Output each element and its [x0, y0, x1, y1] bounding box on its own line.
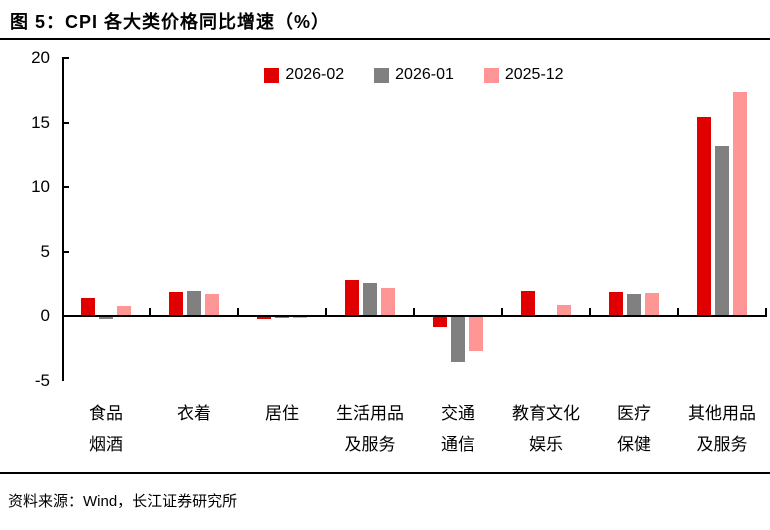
bar-2025-12 [205, 294, 219, 317]
x-axis-tick [237, 308, 239, 318]
legend-item: 2026-02 [264, 66, 344, 84]
bar-2025-12 [469, 316, 483, 352]
x-axis-label: 其他用品 及服务 [688, 404, 756, 454]
bottom-divider [0, 472, 770, 474]
title-divider [0, 38, 770, 40]
legend-item: 2026-01 [374, 66, 454, 84]
y-axis-tick-label: 5 [40, 241, 50, 261]
bar-2026-01 [187, 290, 201, 317]
x-axis-label: 食品 烟酒 [89, 404, 123, 454]
x-axis-tick [677, 308, 679, 318]
legend-color-icon [483, 67, 499, 83]
bar-2026-01 [627, 294, 641, 317]
legend-color-icon [264, 67, 280, 83]
x-axis-label: 医疗 保健 [617, 404, 651, 454]
bar-2025-12 [557, 304, 571, 317]
x-axis-tick [149, 308, 151, 318]
bar-2026-02 [81, 298, 95, 317]
bar-2026-02 [345, 280, 359, 317]
y-axis-tick [62, 250, 69, 253]
legend-label: 2025-12 [504, 66, 564, 83]
legend-item: 2025-12 [483, 66, 564, 84]
bar-2025-12 [733, 91, 747, 317]
legend-label: 2026-01 [395, 66, 454, 83]
bar-2025-12 [117, 306, 131, 317]
x-axis-label: 衣着 [177, 404, 211, 423]
y-axis-tick-label: -5 [34, 371, 50, 390]
x-axis-tick [325, 308, 327, 318]
bar-2026-02 [521, 290, 535, 317]
chart-source: 资料来源：Wind，长江证券研究所 [8, 493, 238, 510]
x-axis-tick [765, 308, 767, 318]
bar-2026-02 [257, 316, 271, 319]
bar-2026-01 [363, 282, 377, 317]
x-axis-tick [501, 308, 503, 318]
legend: 2026-02 2026-01 2025-12 [62, 66, 766, 84]
bar-2026-02 [697, 117, 711, 317]
y-axis-line [62, 58, 64, 381]
bar-2026-02 [609, 291, 623, 317]
bar-2026-01 [99, 316, 113, 319]
bar-2025-12 [381, 287, 395, 317]
x-axis-label: 生活用品 及服务 [336, 404, 404, 454]
bar-2026-02 [169, 291, 183, 317]
bar-2026-01 [451, 316, 465, 362]
y-axis-tick-label: 10 [31, 177, 50, 197]
x-axis-tick [589, 308, 591, 318]
legend-color-icon [374, 67, 390, 83]
bar-2026-02 [433, 316, 447, 327]
chart-title: 图 5：CPI 各大类价格同比增速（%） [10, 12, 331, 32]
plot-area [62, 58, 767, 381]
y-axis-tick-label: 20 [31, 48, 50, 67]
x-axis-label: 居住 [265, 404, 299, 423]
y-axis-tick-label: 0 [40, 306, 50, 326]
legend-label: 2026-02 [285, 66, 345, 83]
y-axis-tick [62, 57, 69, 59]
bar-2026-01 [715, 145, 729, 317]
bar-2025-12 [645, 293, 659, 317]
y-axis-tick [62, 186, 69, 189]
x-axis-label: 教育文化 娱乐 [512, 404, 580, 454]
x-axis-label: 交通 通信 [441, 404, 475, 454]
x-axis-tick [413, 308, 415, 318]
y-axis-tick-label: 15 [31, 112, 50, 132]
zero-axis-line [62, 315, 766, 318]
y-axis-tick [62, 121, 69, 124]
